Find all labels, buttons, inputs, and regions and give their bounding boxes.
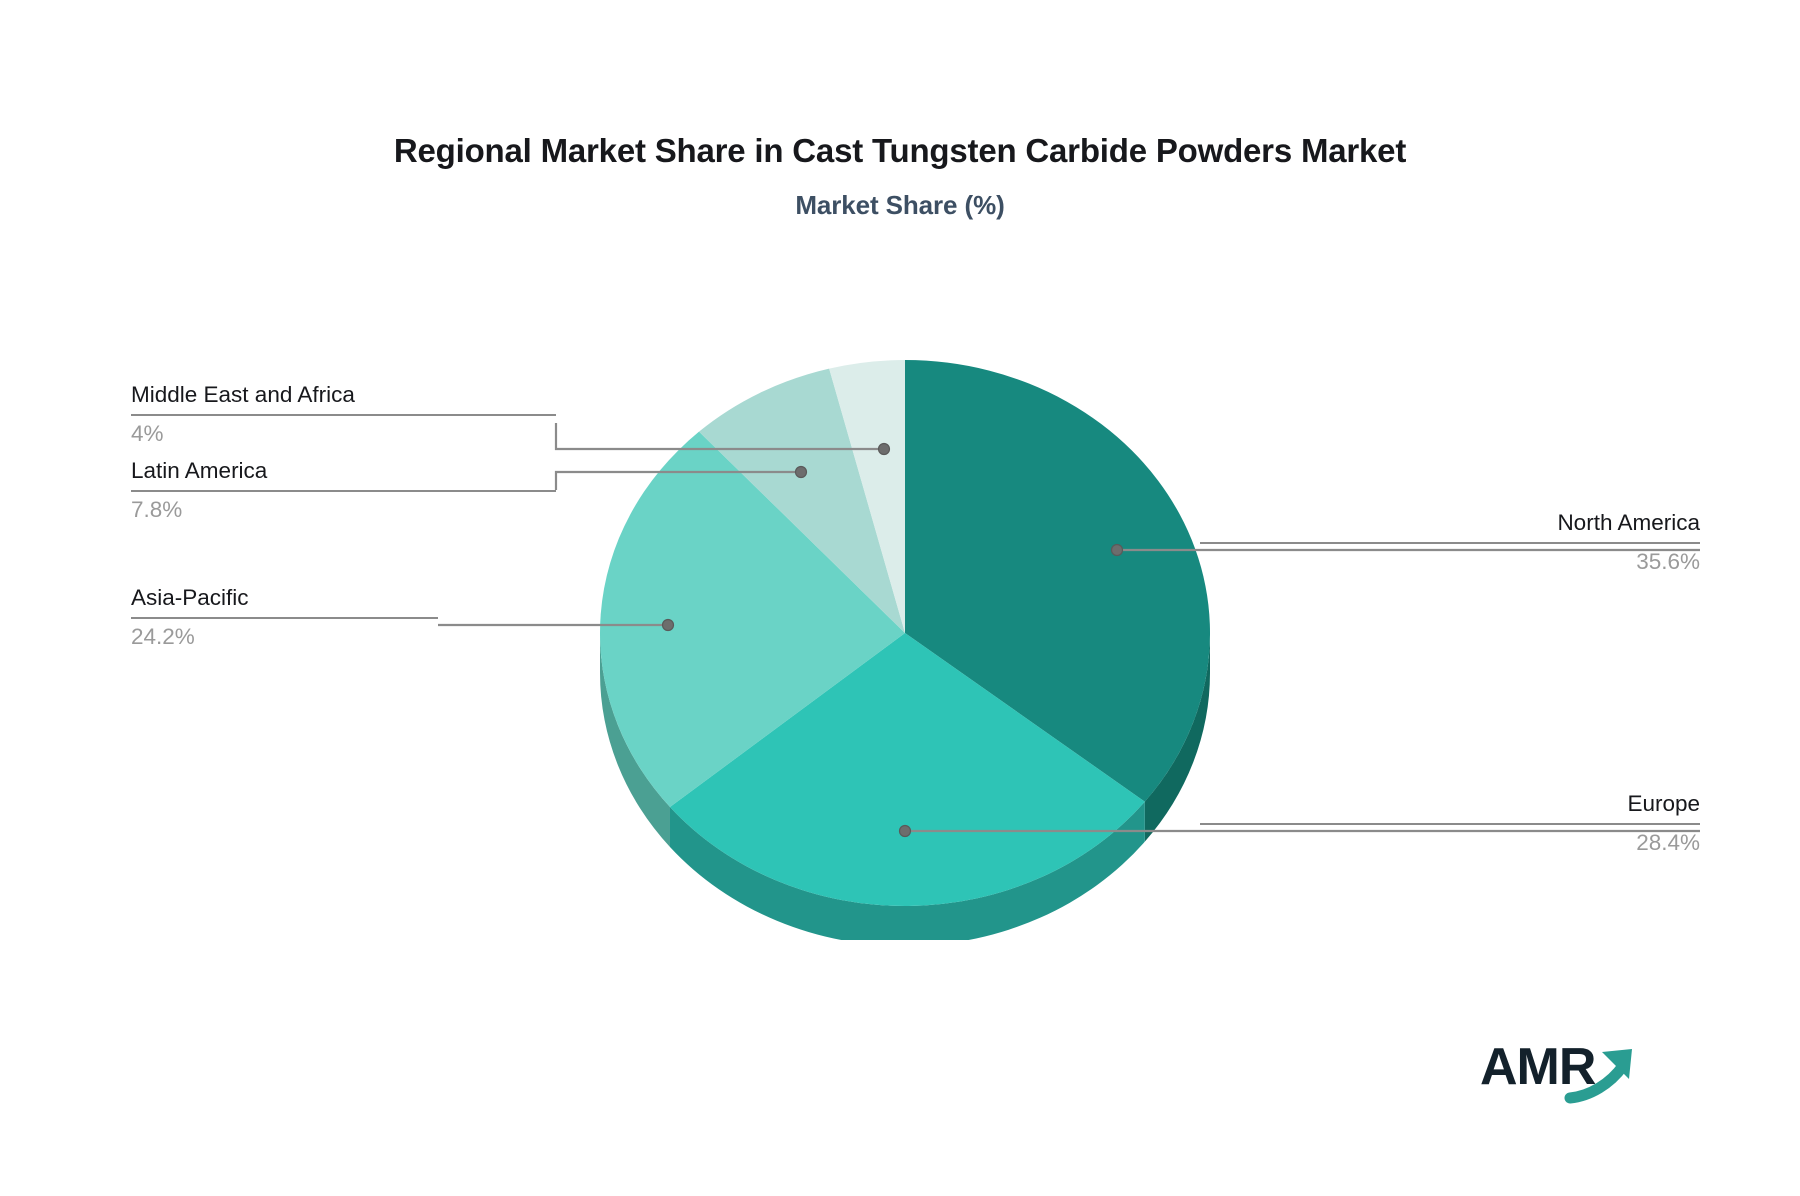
callout-europe[interactable]: Europe 28.4% xyxy=(1200,789,1700,858)
amr-logo-svg: AMR xyxy=(1480,1038,1632,1104)
callout-value-asia-pacific: 24.2% xyxy=(131,624,195,649)
pie-slice-north-america[interactable] xyxy=(905,360,1211,802)
callout-middle-east-and-africa[interactable]: Middle East and Africa 4% xyxy=(131,380,556,449)
callout-value-middle-east-and-africa: 4% xyxy=(131,421,164,446)
callout-north-america[interactable]: North America 35.6% xyxy=(1200,508,1700,577)
callout-label-middle-east-and-africa: Middle East and Africa xyxy=(131,382,355,407)
pie-depth-europe xyxy=(669,801,1145,940)
callout-rule-middle-east-and-africa xyxy=(131,414,556,416)
amr-arrow-head xyxy=(1602,1049,1632,1079)
pie-chart xyxy=(565,360,1255,940)
pie-depth-north-america xyxy=(1144,633,1210,842)
amr-arrow-curve xyxy=(1564,1060,1629,1104)
pie-slice-europe[interactable] xyxy=(669,633,1145,907)
callout-value-europe: 28.4% xyxy=(1636,830,1700,855)
chart-title: Regional Market Share in Cast Tungsten C… xyxy=(393,132,1407,169)
callout-rule-asia-pacific xyxy=(131,617,438,619)
callout-value-north-america: 35.6% xyxy=(1636,549,1700,574)
chart-subtitle: Market Share (%) xyxy=(795,190,1005,220)
amr-logo: AMR xyxy=(1480,1036,1655,1106)
callout-latin-america[interactable]: Latin America 7.8% xyxy=(131,456,556,525)
pie-slice-asia-pacific[interactable] xyxy=(599,431,905,808)
pie-svg xyxy=(599,360,1211,940)
callout-label-latin-america: Latin America xyxy=(131,458,268,483)
callout-value-latin-america: 7.8% xyxy=(131,497,183,522)
pie-depth-asia-pacific xyxy=(600,633,670,848)
callout-label-north-america: North America xyxy=(1557,510,1700,535)
pie-depth-walls xyxy=(600,633,1210,940)
callout-rule-north-america xyxy=(1200,542,1700,544)
callout-asia-pacific[interactable]: Asia-Pacific 24.2% xyxy=(131,583,438,652)
amr-logo-text: AMR xyxy=(1480,1038,1596,1096)
callout-rule-latin-america xyxy=(131,490,556,492)
callout-rule-europe xyxy=(1200,823,1700,825)
callout-label-asia-pacific: Asia-Pacific xyxy=(131,585,249,610)
pie-slices xyxy=(599,360,1211,907)
callout-label-europe: Europe xyxy=(1627,791,1700,816)
